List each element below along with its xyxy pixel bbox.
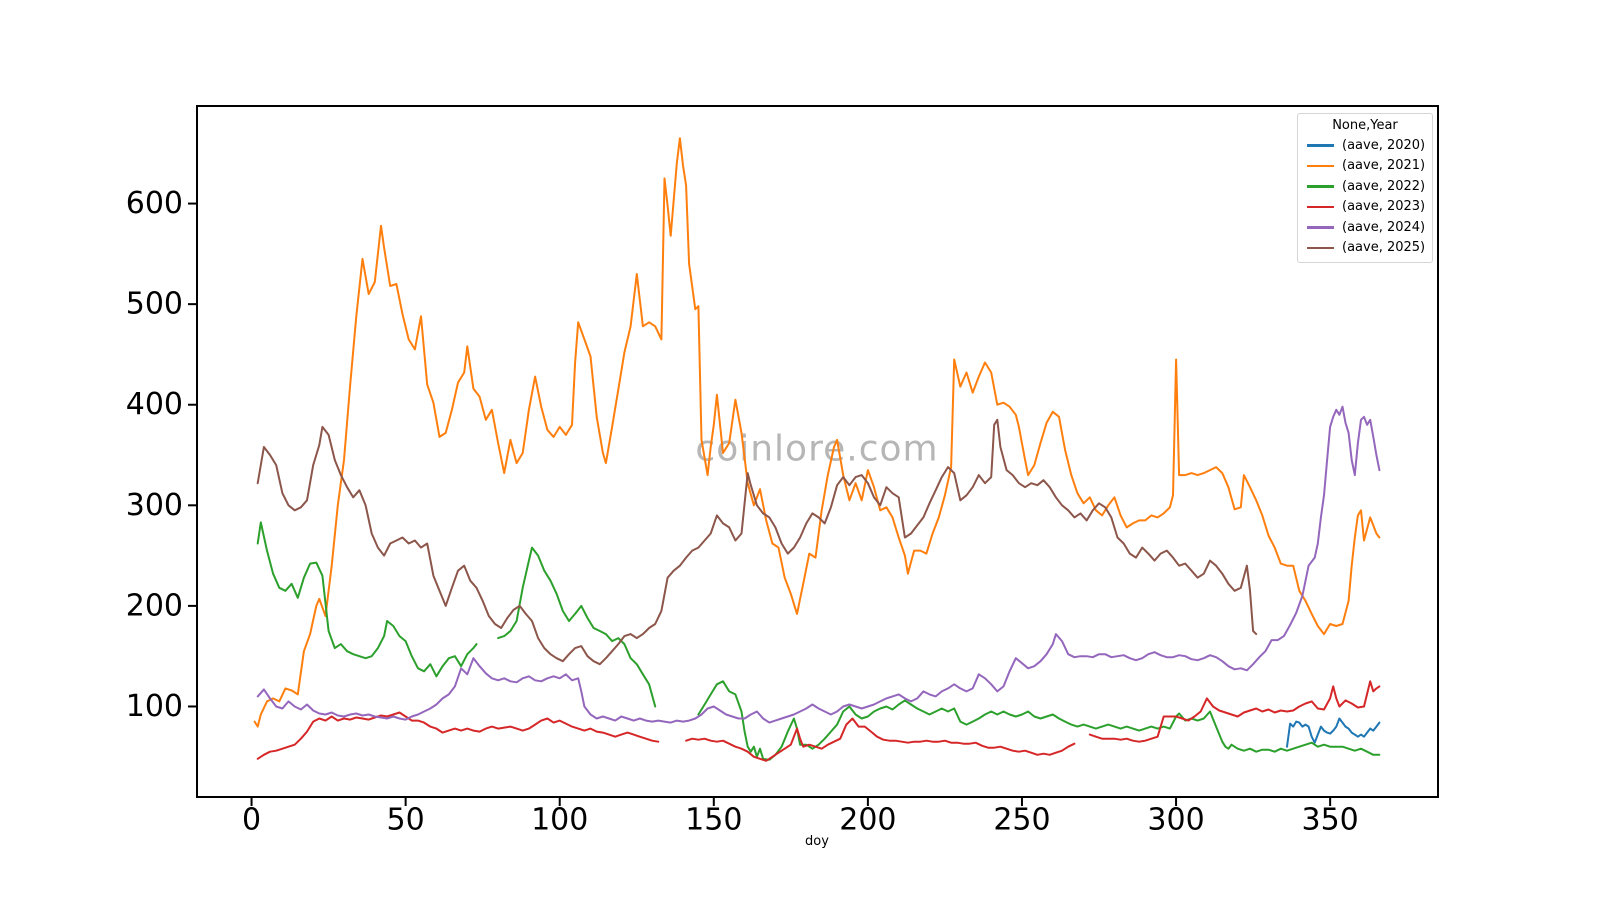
- legend-entry-2024: (aave, 2024): [1298, 217, 1432, 238]
- legend-label: (aave, 2025): [1342, 240, 1426, 256]
- y-tick-label: 400: [126, 387, 183, 422]
- legend-line-swatch: [1307, 185, 1334, 188]
- legend-entry-2022: (aave, 2022): [1298, 176, 1432, 197]
- watermark: coinlore.com: [695, 429, 938, 470]
- series-segment-2022: [497, 546, 657, 708]
- series-aave-2021: [253, 137, 1381, 728]
- x-tick-label: 150: [685, 803, 742, 838]
- legend-line-swatch: [1307, 246, 1334, 249]
- legend-line-swatch: [1307, 226, 1334, 229]
- legend-label: (aave, 2022): [1342, 178, 1426, 194]
- x-tick-label: 300: [1147, 803, 1204, 838]
- axes: 0 50 100 150 200 250 300 350 100 200 300 400 500 600: [126, 105, 1439, 838]
- series-aave-2023: [256, 680, 1381, 762]
- series-aave-2024: [256, 405, 1381, 724]
- legend-label: (aave, 2021): [1342, 158, 1426, 174]
- legend-entries: (aave, 2020) (aave, 2021) (aave, 2022) (aav…: [1298, 135, 1432, 258]
- series-aave-2025: [256, 418, 1258, 666]
- series-segment-2024: [256, 405, 1381, 724]
- y-tick-label: 600: [126, 186, 183, 221]
- legend-line-swatch: [1307, 164, 1334, 167]
- x-tick-label: 50: [387, 803, 425, 838]
- series-aave-2022: [256, 521, 1381, 761]
- legend-label: (aave, 2024): [1342, 219, 1426, 235]
- series-segment-2023: [685, 717, 1076, 762]
- legend-entry-2023: (aave, 2023): [1298, 197, 1432, 218]
- legend-label: (aave, 2020): [1342, 137, 1426, 153]
- x-tick-label: 250: [993, 803, 1050, 838]
- series-aave-2020: [1286, 717, 1381, 748]
- legend-line-swatch: [1307, 144, 1334, 147]
- x-tick-label: 350: [1302, 803, 1359, 838]
- y-tick-label: 200: [126, 588, 183, 623]
- x-axis-label: doy: [805, 834, 829, 849]
- x-tick-label: 0: [242, 803, 261, 838]
- legend-entry-2020: (aave, 2020): [1298, 135, 1432, 156]
- plot-border: [196, 105, 1439, 798]
- y-tick-label: 500: [126, 287, 183, 322]
- y-tick-label: 300: [126, 488, 183, 523]
- series-segment-2022: [697, 680, 1381, 761]
- x-tick-label: 200: [839, 803, 896, 838]
- series-segment-2025: [256, 418, 1258, 666]
- series-segment-2023: [1088, 680, 1381, 743]
- x-tick-label: 100: [531, 803, 588, 838]
- legend-title: None,Year: [1332, 118, 1398, 133]
- legend-line-swatch: [1307, 205, 1334, 208]
- legend-label: (aave, 2023): [1342, 199, 1426, 215]
- series-segment-2021: [253, 137, 1381, 728]
- legend-entry-2025: (aave, 2025): [1298, 238, 1432, 259]
- series-segment-2020: [1286, 717, 1381, 748]
- legend: None,Year (aave, 2020) (aave, 2021) (aave,…: [1297, 113, 1433, 263]
- series-segment-2022: [256, 521, 478, 678]
- y-tick-label: 100: [126, 689, 183, 724]
- series-lines: [253, 137, 1381, 762]
- series-segment-2023: [256, 711, 660, 760]
- legend-entry-2021: (aave, 2021): [1298, 156, 1432, 177]
